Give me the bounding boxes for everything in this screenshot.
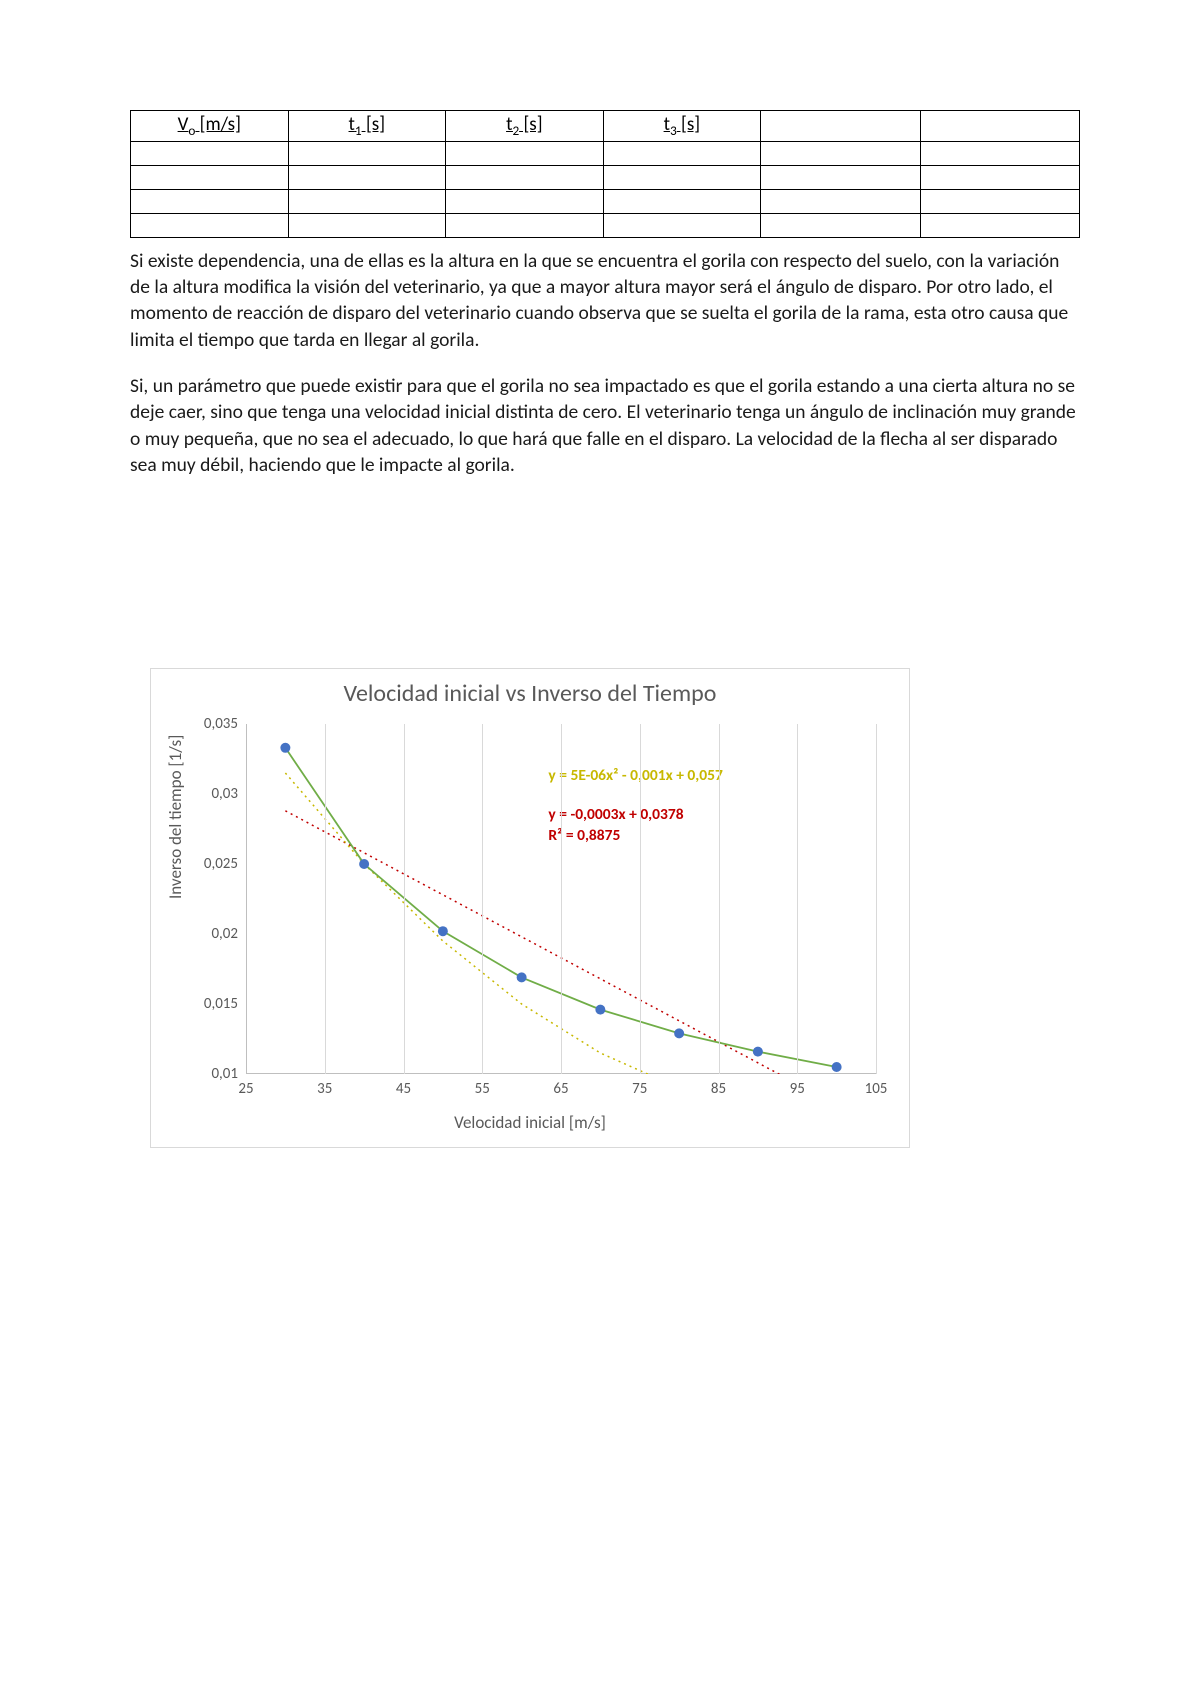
table-body — [131, 141, 1080, 237]
table-cell — [920, 165, 1079, 189]
table-cell — [603, 165, 761, 189]
table-cell — [131, 213, 289, 237]
table-cell — [920, 213, 1079, 237]
table-header-cell: t3 [s] — [603, 111, 761, 142]
table-cell — [131, 141, 289, 165]
table-cell — [288, 165, 446, 189]
x-tick-label: 55 — [475, 1080, 490, 1098]
table-cell — [131, 165, 289, 189]
grid-line-v — [325, 724, 326, 1074]
y-tick-label: 0,035 — [204, 715, 238, 733]
table-cell — [761, 165, 920, 189]
table-header-cell: t2 [s] — [446, 111, 604, 142]
table-row — [131, 213, 1080, 237]
x-tick-label: 65 — [553, 1080, 568, 1098]
table-row — [131, 165, 1080, 189]
table-cell — [603, 141, 761, 165]
table-cell — [446, 189, 604, 213]
y-tick-label: 0,025 — [204, 855, 238, 873]
chart-container: Velocidad inicial vs Inverso del Tiempo … — [150, 668, 910, 1148]
equation-linear: y = -0,0003x + 0,0378R² = 0,8875 — [548, 805, 683, 847]
x-tick-label: 35 — [317, 1080, 332, 1098]
table-cell — [761, 213, 920, 237]
grid-line-v — [404, 724, 405, 1074]
x-tick-label: 75 — [632, 1080, 647, 1098]
y-tick-label: 0,03 — [211, 785, 238, 803]
x-tick-label: 25 — [238, 1080, 253, 1098]
table-cell — [288, 213, 446, 237]
chart-title: Velocidad inicial vs Inverso del Tiempo — [151, 679, 909, 708]
table-row — [131, 189, 1080, 213]
table-header-cell: t1 [s] — [288, 111, 446, 142]
grid-line-v — [561, 724, 562, 1074]
table-cell — [446, 165, 604, 189]
table-cell — [603, 213, 761, 237]
table-cell — [446, 141, 604, 165]
table-cell — [761, 189, 920, 213]
paragraph-2: Si, un parámetro que puede existir para … — [130, 373, 1080, 478]
x-axis-label: Velocidad inicial [m/s] — [151, 1112, 909, 1133]
equation-poly: y = 5E-06x² - 0,001x + 0,057 — [548, 766, 722, 785]
table-cell — [761, 141, 920, 165]
y-tick-label: 0,02 — [211, 925, 238, 943]
grid-line-v — [797, 724, 798, 1074]
document-page: Vo [m/s]t1 [s]t2 [s]t3 [s] Si existe dep… — [0, 0, 1200, 1148]
data-table: Vo [m/s]t1 [s]t2 [s]t3 [s] — [130, 110, 1080, 238]
y-tick-label: 0,015 — [204, 995, 238, 1013]
grid-line-v — [482, 724, 483, 1074]
table-header-cell: Vo [m/s] — [131, 111, 289, 142]
table-header-cell — [920, 111, 1079, 142]
grid-line-v — [876, 724, 877, 1074]
y-axis-label: Inverso del tiempo [1/s] — [165, 735, 186, 899]
x-tick-label: 95 — [790, 1080, 805, 1098]
grid-line-v — [640, 724, 641, 1074]
table-cell — [446, 213, 604, 237]
table-cell — [603, 189, 761, 213]
grid-line-v — [719, 724, 720, 1074]
table-cell — [288, 189, 446, 213]
table-cell — [131, 189, 289, 213]
y-tick-label: 0,01 — [211, 1065, 238, 1083]
x-tick-label: 105 — [865, 1080, 888, 1098]
table-cell — [288, 141, 446, 165]
x-tick-label: 45 — [396, 1080, 411, 1098]
paragraph-1: Si existe dependencia, una de ellas es l… — [130, 248, 1080, 353]
table-row — [131, 141, 1080, 165]
table-cell — [920, 189, 1079, 213]
table-header-row: Vo [m/s]t1 [s]t2 [s]t3 [s] — [131, 111, 1080, 142]
x-tick-label: 85 — [711, 1080, 726, 1098]
plot-area: y = 5E-06x² - 0,001x + 0,057 y = -0,0003… — [246, 724, 876, 1074]
table-header-cell — [761, 111, 920, 142]
table-cell — [920, 141, 1079, 165]
